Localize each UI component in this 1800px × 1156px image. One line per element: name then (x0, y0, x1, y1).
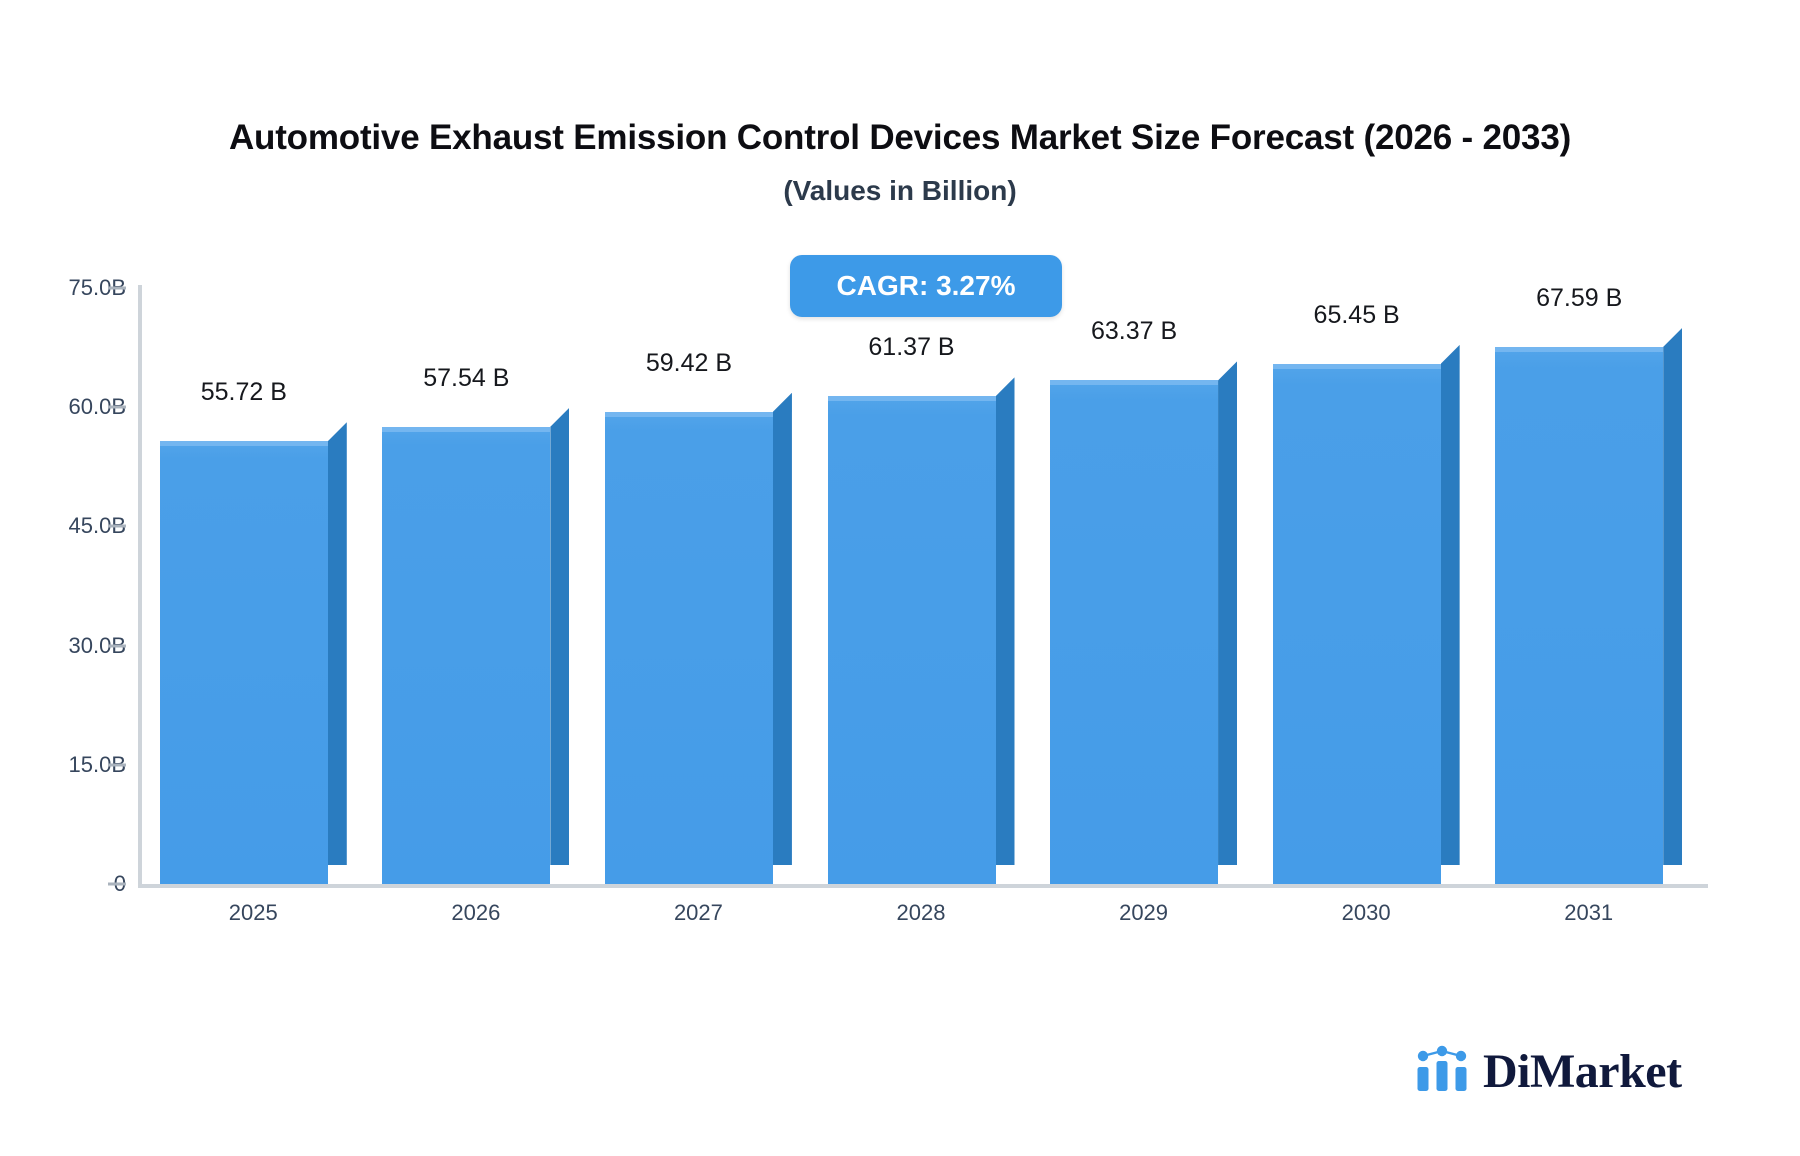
bar-value-label: 67.59 B (1536, 283, 1623, 312)
bar-2028 (827, 377, 1015, 884)
bar-front-face (827, 396, 996, 884)
bar-2031 (1495, 327, 1683, 884)
chart-subtitle: (Values in Billion) (783, 175, 1017, 206)
brand-logo: DiMarket (1415, 1045, 1682, 1098)
bar-top-face (382, 426, 551, 432)
bar-value-label: 65.45 B (1313, 300, 1400, 329)
bar-side-face (1663, 327, 1683, 865)
bar-front-face (1050, 380, 1219, 884)
bar-side-face (772, 392, 792, 865)
x-axis-tick-label: 2028 (896, 900, 946, 925)
bar-top-face (827, 396, 996, 402)
bar-2026 (382, 407, 570, 884)
bar-side-face (1218, 361, 1238, 865)
bar-side-face (995, 377, 1015, 865)
bar-top-face (1272, 363, 1441, 369)
x-axis-tick-label: 2026 (451, 900, 501, 925)
bar-value-label: 63.37 B (1090, 317, 1178, 346)
bar-value-label: 57.54 B (423, 363, 510, 392)
bar-front-face (382, 426, 551, 884)
bar-top-face (1050, 380, 1219, 386)
x-axis-line (138, 884, 1708, 888)
cagr-badge-label: CAGR: 3.27% (836, 270, 1016, 301)
x-axis-tick-label: 2025 (228, 900, 278, 925)
y-axis-tick-mark (108, 882, 126, 886)
bar-side-face (550, 407, 570, 865)
y-axis-line (138, 285, 142, 886)
x-axis-tick-label: 2029 (1119, 900, 1169, 925)
bar-top-face (1495, 346, 1664, 352)
y-axis-tick-mark (108, 763, 126, 767)
bar-top-face (604, 411, 773, 417)
bar-front-face (1272, 363, 1441, 884)
bar-chart-icon (1415, 1045, 1471, 1098)
bar-side-face (1440, 344, 1460, 865)
y-axis-tick-mark (108, 644, 126, 648)
x-axis-tick-label: 2027 (673, 900, 723, 925)
bar-front-face (1495, 346, 1664, 884)
bar-2027 (604, 392, 792, 884)
bar-2025 (159, 422, 347, 884)
bar-2029 (1050, 361, 1238, 884)
bar-value-label: 59.42 B (645, 348, 733, 377)
cagr-badge: CAGR: 3.27% (790, 255, 1062, 317)
y-axis-tick-mark (108, 286, 126, 290)
bar-value-label: 61.37 B (868, 333, 955, 362)
x-axis-tick-label: 2030 (1341, 900, 1391, 925)
page-title: Automotive Exhaust Emission Control Devi… (228, 118, 1572, 157)
bar-side-face (327, 422, 347, 865)
x-axis-tick-label: 2031 (1564, 900, 1614, 925)
bar-top-face (159, 441, 328, 447)
brand-name: DiMarket (1483, 1044, 1682, 1098)
bar-front-face (159, 441, 328, 884)
bar-front-face (604, 411, 773, 884)
bar-value-label: 55.72 B (200, 378, 287, 407)
y-axis-tick-mark (108, 524, 126, 528)
y-axis-tick-mark (108, 405, 126, 409)
bar-2030 (1272, 344, 1460, 884)
